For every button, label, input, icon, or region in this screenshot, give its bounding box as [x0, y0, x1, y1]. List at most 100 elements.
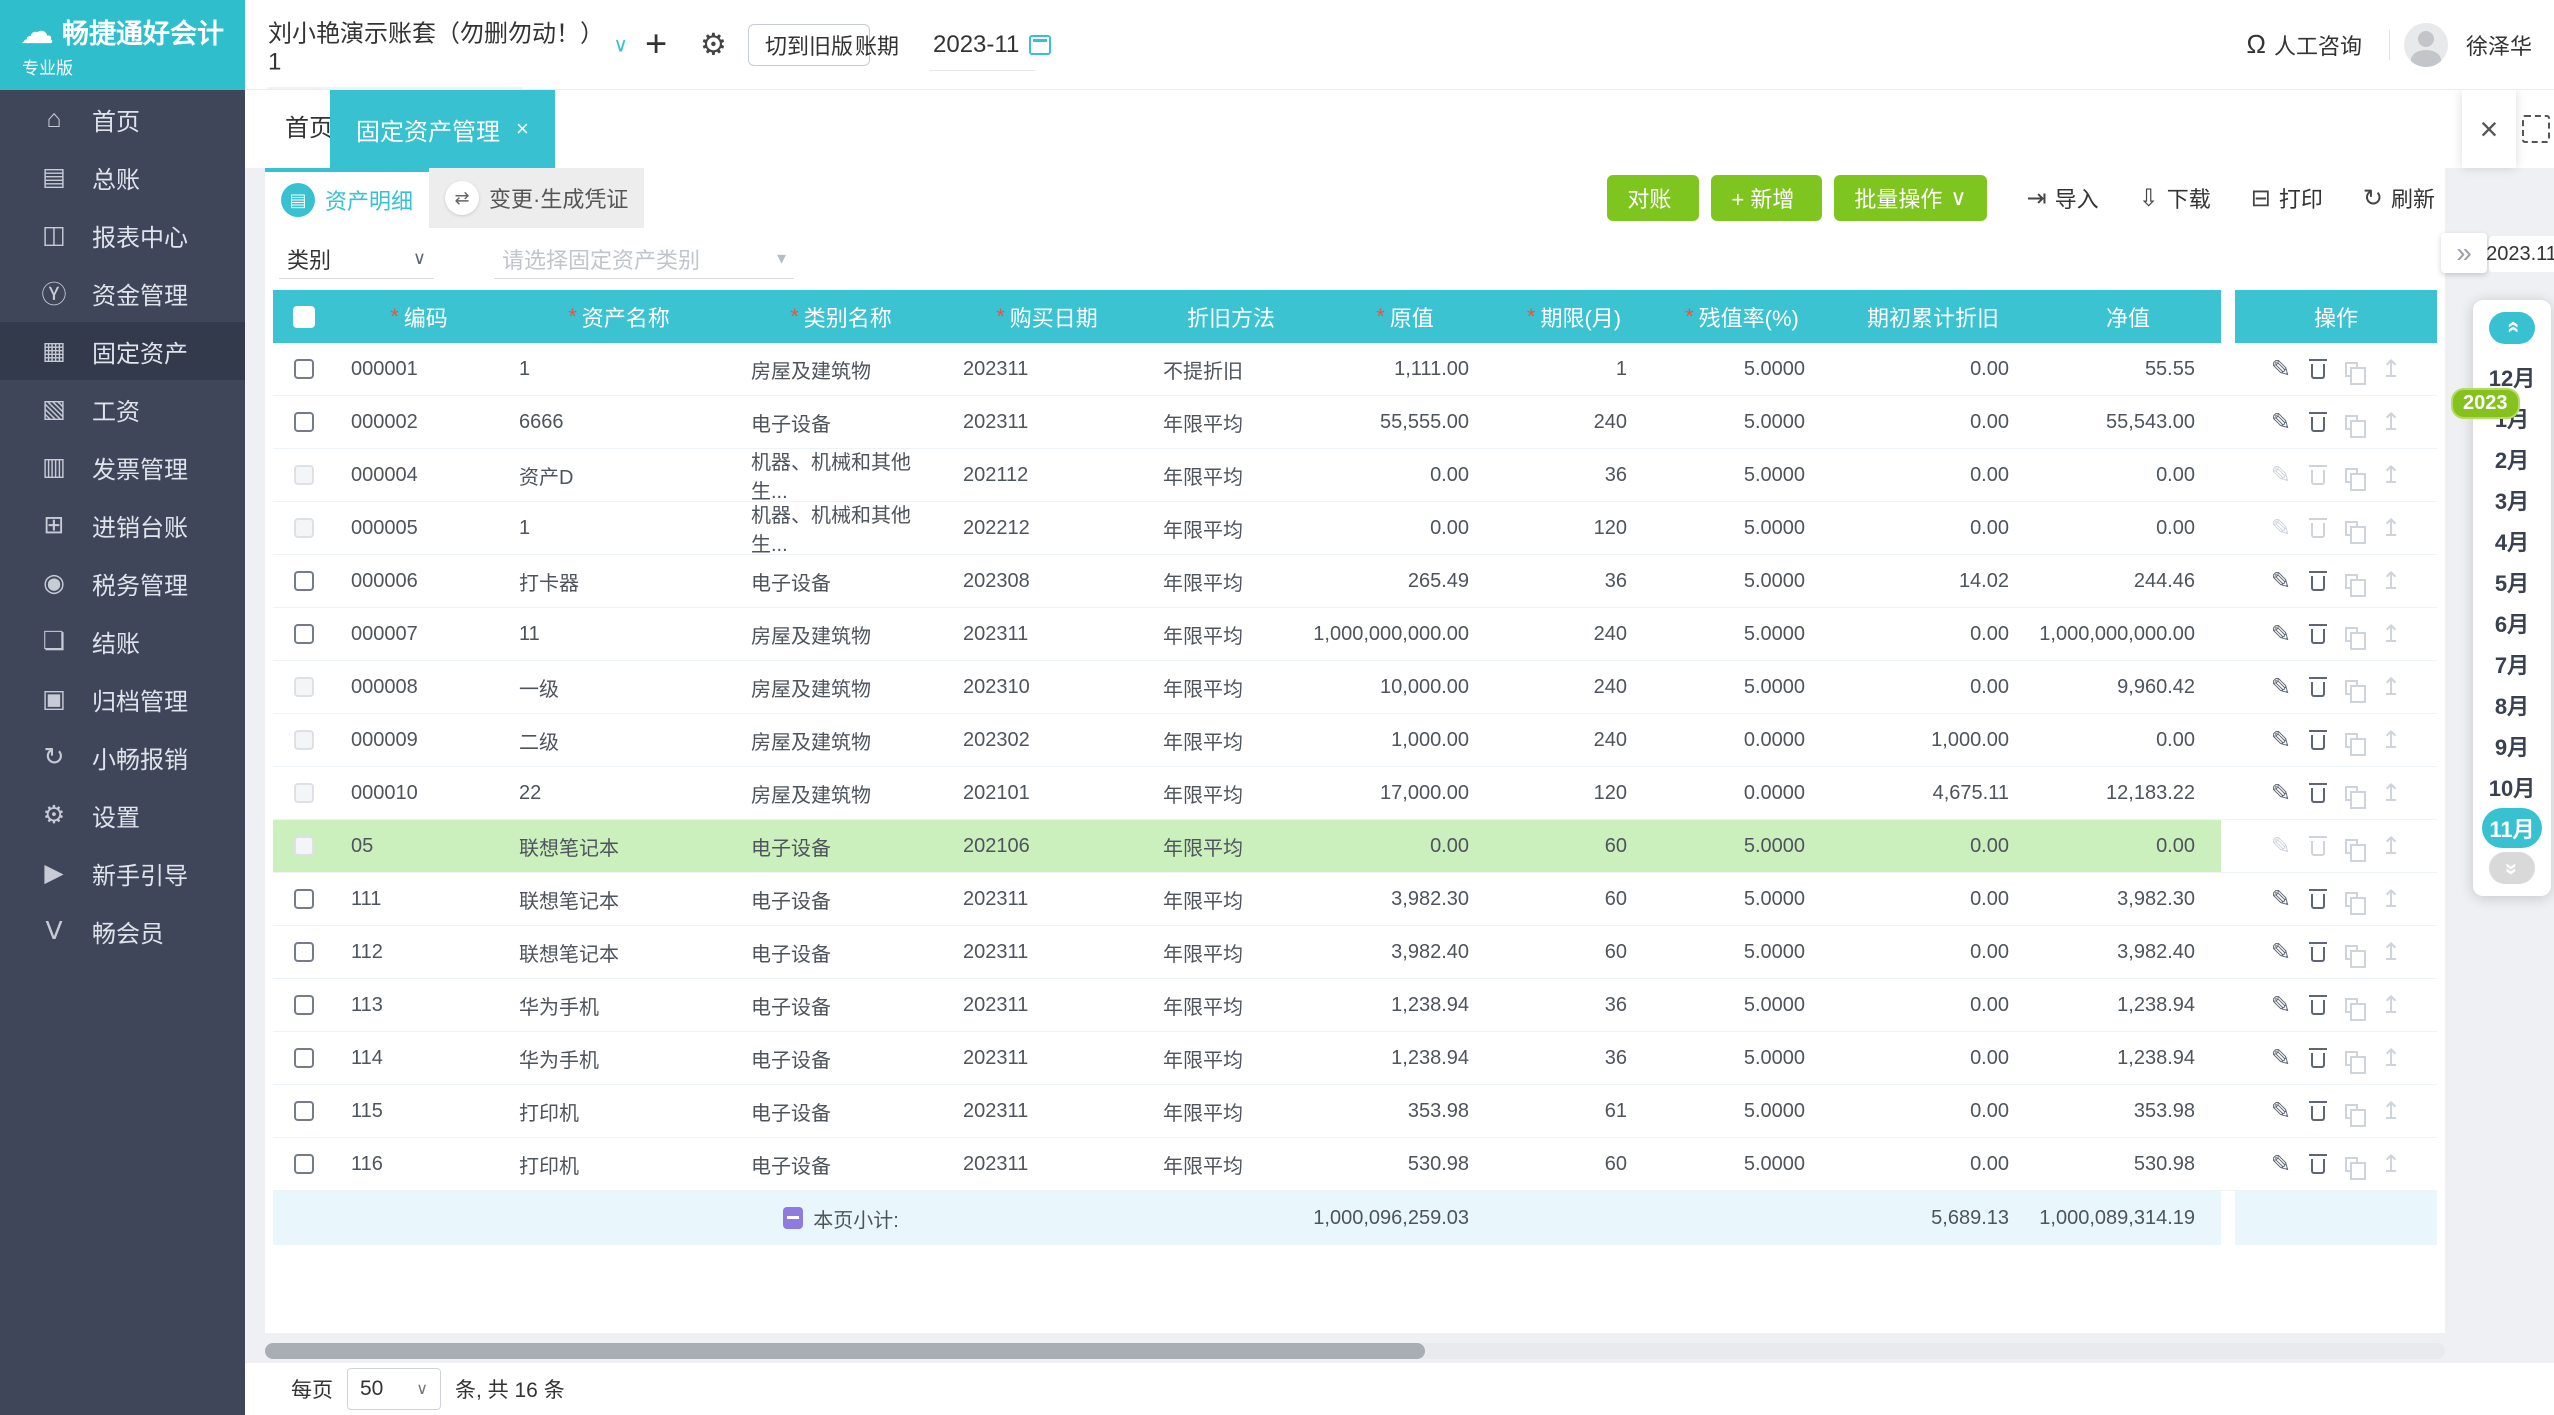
table-row[interactable]: 000010 22 房屋及建筑物 202101 年限平均 17,000.00 1…	[273, 767, 2437, 820]
export-icon[interactable]	[2381, 461, 2401, 490]
column-header[interactable]: * 资产名称	[503, 290, 735, 343]
trash-icon[interactable]	[2309, 941, 2327, 962]
edit-icon[interactable]	[2271, 567, 2291, 596]
month-item[interactable]: 11月	[2482, 808, 2542, 848]
edit-icon[interactable]	[2271, 408, 2291, 437]
toolbar-green-button[interactable]: + 新增	[1711, 175, 1823, 221]
sidebar-item[interactable]: ⊞ 进销台账	[0, 496, 245, 554]
month-item[interactable]: 12月	[2482, 361, 2542, 393]
sidebar-item[interactable]: ↻ 小畅报销	[0, 728, 245, 786]
table-row[interactable]: 111 联想笔记本 电子设备 202311 年限平均 3,982.30 60 5…	[273, 873, 2437, 926]
toolbar-green-button[interactable]: 批量操作 ∨	[1834, 175, 1987, 221]
toolbar-action[interactable]: ⊟ 打印	[2251, 182, 2323, 214]
month-item[interactable]: 4月	[2482, 525, 2542, 557]
month-item[interactable]: 5月	[2482, 566, 2542, 598]
copy-icon[interactable]	[2345, 944, 2366, 968]
copy-icon[interactable]	[2345, 520, 2366, 544]
column-header[interactable]: * 原值	[1315, 290, 1495, 343]
copy-icon[interactable]	[2345, 997, 2366, 1021]
sidebar-item[interactable]: ▧ 工资	[0, 380, 245, 438]
export-icon[interactable]	[2381, 567, 2401, 596]
month-item[interactable]: 6月	[2482, 607, 2542, 639]
trash-icon[interactable]	[2309, 411, 2327, 432]
horizontal-scrollbar-thumb[interactable]	[265, 1343, 1425, 1359]
sidebar-item[interactable]: ⚙ 设置	[0, 786, 245, 844]
export-icon[interactable]	[2381, 779, 2401, 808]
select-all-checkbox[interactable]	[293, 305, 315, 328]
copy-icon[interactable]	[2345, 838, 2366, 862]
trash-icon[interactable]	[2309, 517, 2327, 538]
row-checkbox[interactable]	[294, 942, 314, 962]
edit-icon[interactable]	[2271, 832, 2291, 861]
row-checkbox[interactable]	[294, 730, 314, 750]
toolbar-green-button[interactable]: 对账	[1607, 175, 1700, 221]
copy-icon[interactable]	[2345, 573, 2366, 597]
row-checkbox[interactable]	[294, 1154, 314, 1174]
trash-icon[interactable]	[2309, 464, 2327, 485]
edit-icon[interactable]	[2271, 938, 2291, 967]
sidebar-item[interactable]: ◫ 报表中心	[0, 206, 245, 264]
copy-icon[interactable]	[2345, 1050, 2366, 1074]
export-icon[interactable]	[2381, 991, 2401, 1020]
column-header[interactable]: * 期限(月)	[1495, 290, 1653, 343]
row-checkbox[interactable]	[294, 359, 314, 379]
sidebar-item[interactable]: ❏ 结账	[0, 612, 245, 670]
column-header[interactable]: * 残值率(%)	[1653, 290, 1831, 343]
trash-icon[interactable]	[2309, 835, 2327, 856]
table-row[interactable]: 114 华为手机 电子设备 202311 年限平均 1,238.94 36 5.…	[273, 1032, 2437, 1085]
column-header[interactable]: * 期初累计折旧	[1831, 290, 2035, 343]
copy-icon[interactable]	[2345, 1103, 2366, 1127]
close-tab-icon[interactable]: ×	[516, 116, 529, 141]
trash-icon[interactable]	[2309, 1153, 2327, 1174]
export-icon[interactable]	[2381, 673, 2401, 702]
trash-icon[interactable]	[2309, 994, 2327, 1015]
month-item[interactable]: 7月	[2482, 648, 2542, 680]
export-icon[interactable]	[2381, 938, 2401, 967]
column-header[interactable]: * 操作	[2235, 290, 2437, 343]
export-icon[interactable]	[2381, 355, 2401, 384]
edit-icon[interactable]	[2271, 1150, 2291, 1179]
toolbar-action[interactable]: ⇩ 下载	[2139, 182, 2211, 214]
trash-icon[interactable]	[2309, 623, 2327, 644]
trash-icon[interactable]	[2309, 570, 2327, 591]
table-row[interactable]: 000006 打卡器 电子设备 202308 年限平均 265.49 36 5.…	[273, 555, 2437, 608]
tab-fixed-assets[interactable]: 固定资产管理 ×	[330, 90, 555, 168]
trash-icon[interactable]	[2309, 888, 2327, 909]
column-header[interactable]: * 类别名称	[735, 290, 947, 343]
avatar[interactable]	[2404, 22, 2448, 67]
copy-icon[interactable]	[2345, 1156, 2366, 1180]
copy-icon[interactable]	[2345, 891, 2366, 915]
per-page-select[interactable]: 50 ∨	[347, 1368, 441, 1410]
month-item[interactable]: 3月	[2482, 484, 2542, 516]
table-row[interactable]: 000004 资产D 机器、机械和其他生... 202112 年限平均 0.00…	[273, 449, 2437, 503]
toolbar-action[interactable]: ↻ 刷新	[2363, 182, 2435, 214]
sidebar-item[interactable]: Ⓨ 资金管理	[0, 264, 245, 322]
export-icon[interactable]	[2381, 408, 2401, 437]
row-checkbox[interactable]	[294, 518, 314, 538]
table-row[interactable]: 113 华为手机 电子设备 202311 年限平均 1,238.94 36 5.…	[273, 979, 2437, 1032]
edit-icon[interactable]	[2271, 1097, 2291, 1126]
sidebar-item[interactable]: ▥ 发票管理	[0, 438, 245, 496]
table-row[interactable]: 112 联想笔记本 电子设备 202311 年限平均 3,982.40 60 5…	[273, 926, 2437, 979]
row-checkbox[interactable]	[294, 412, 314, 432]
row-checkbox[interactable]	[294, 1101, 314, 1121]
toolbar-action[interactable]: ⇥ 导入	[2027, 182, 2099, 214]
row-checkbox[interactable]	[294, 995, 314, 1015]
edit-icon[interactable]	[2271, 673, 2291, 702]
gear-icon[interactable]: ⚙	[700, 28, 727, 61]
export-icon[interactable]	[2381, 620, 2401, 649]
edit-icon[interactable]	[2271, 461, 2291, 490]
export-icon[interactable]	[2381, 1044, 2401, 1073]
edit-icon[interactable]	[2271, 1044, 2291, 1073]
export-icon[interactable]	[2381, 1150, 2401, 1179]
table-row[interactable]: 000005 1 机器、机械和其他生... 202212 年限平均 0.00 1…	[273, 502, 2437, 556]
trash-icon[interactable]	[2309, 676, 2327, 697]
export-icon[interactable]	[2381, 832, 2401, 861]
trash-icon[interactable]	[2309, 782, 2327, 803]
copy-icon[interactable]	[2345, 361, 2366, 385]
row-checkbox[interactable]	[294, 624, 314, 644]
table-row[interactable]: 000001 1 房屋及建筑物 202311 不提折旧 1,111.00 1 5…	[273, 343, 2437, 396]
column-header[interactable]: * 折旧方法	[1147, 290, 1315, 343]
table-row[interactable]: 000009 二级 房屋及建筑物 202302 年限平均 1,000.00 24…	[273, 714, 2437, 767]
copy-icon[interactable]	[2345, 467, 2366, 491]
